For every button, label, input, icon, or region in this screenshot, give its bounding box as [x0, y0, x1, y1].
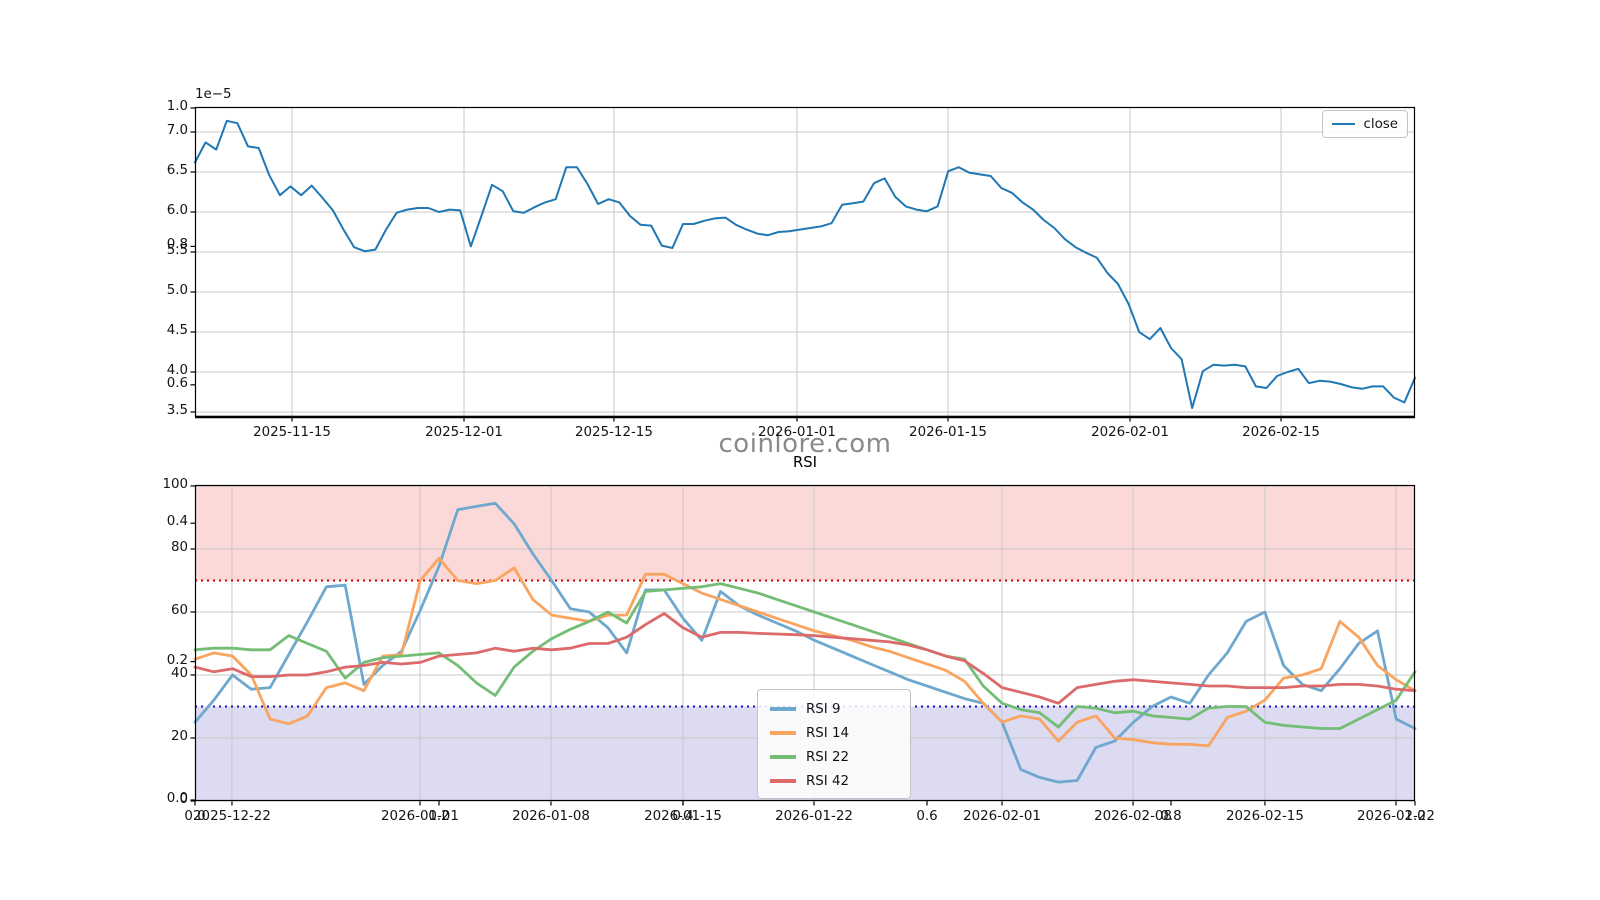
y-tick-label: 5.5 — [166, 243, 188, 258]
rsi-legend: RSI 9 RSI 14 RSI 22 RSI 42 — [757, 689, 911, 799]
x-tick-label: 2026-01-08 — [512, 809, 590, 824]
legend-line-swatch — [770, 779, 796, 783]
x-tick-label: 2025-12-22 — [193, 809, 271, 824]
overlay-y-tick-label: 0.8 — [166, 237, 188, 253]
price-legend: close — [1322, 110, 1408, 138]
overlay-x-tick-label: 0.2 — [428, 809, 450, 824]
x-tick-label: 2026-02-15 — [1242, 425, 1320, 440]
x-tick-label: 2026-01-22 — [775, 809, 853, 824]
close-legend-label: close — [1363, 116, 1399, 132]
y-tick-label: 80 — [170, 539, 188, 555]
x-tick-label: 2026-02-08 — [1094, 809, 1172, 824]
x-tick-label: 2026-01-15 — [909, 425, 987, 440]
x-tick-label: 2026-01-15 — [644, 809, 722, 824]
y-tick-label: 4.0 — [166, 363, 188, 378]
y-tick-label: 6.0 — [166, 203, 188, 218]
y-tick-label: 7.0 — [166, 123, 188, 138]
y-tick-label: 60 — [170, 602, 188, 618]
overlay-y-tick-label: 0.2 — [166, 652, 188, 668]
x-tick-label: 2026-02-01 — [963, 809, 1041, 824]
legend-label: RSI 22 — [806, 749, 850, 765]
close-line-swatch — [1332, 122, 1355, 126]
legend-line-swatch — [770, 755, 796, 759]
price-chart-plot-area — [190, 106, 1416, 422]
y-tick-label: 20 — [170, 728, 188, 744]
y-tick-label: 100 — [162, 476, 188, 492]
legend-label: RSI 9 — [806, 701, 841, 717]
x-tick-label: 2026-02-01 — [1091, 425, 1169, 440]
rsi-chart-title: RSI — [792, 454, 818, 471]
x-tick-label: 2025-12-01 — [425, 425, 503, 440]
legend-line-swatch — [770, 731, 796, 735]
overlay-y-tick-label: 0.4 — [166, 514, 188, 530]
overlay-x-tick-label: 0.8 — [1160, 809, 1182, 824]
series-line-rsi-42 — [193, 612, 1417, 705]
legend-label: RSI 42 — [806, 773, 850, 789]
y-tick-label: 0 — [179, 792, 188, 807]
x-tick-label: 2026-02-15 — [1226, 809, 1304, 824]
overlay-x-tick-label: 0.0 — [184, 809, 206, 824]
price-axis-offset-label: 1e−5 — [195, 87, 232, 102]
overlay-x-tick-label: 0.4 — [672, 809, 694, 824]
rsi-legend-item: RSI 22 — [758, 745, 910, 769]
y-tick-label: 3.5 — [166, 403, 188, 418]
watermark: coinlore.com — [718, 429, 892, 459]
y-tick-label: 40 — [170, 665, 188, 681]
overlay-y-tick-label: 0.6 — [166, 375, 188, 391]
x-tick-label: 2025-12-15 — [575, 425, 653, 440]
legend-line-swatch — [770, 707, 796, 711]
rsi-legend-item: RSI 9 — [758, 697, 910, 721]
series-line-close — [194, 119, 1416, 409]
x-tick-label: 2025-11-15 — [253, 425, 331, 440]
y-tick-label: 6.5 — [166, 163, 188, 178]
rsi-legend-item: RSI 42 — [758, 769, 910, 793]
x-tick-label: 2026-01-01 — [381, 809, 459, 824]
x-tick-label: 2026-01-01 — [758, 425, 836, 440]
x-tick-label: 2026-02-22 — [1357, 809, 1435, 824]
overlay-y-tick-label: 1.0 — [166, 99, 188, 114]
overlay-x-tick-label: 1.0 — [1404, 809, 1426, 824]
overlay-x-tick-label: 0.6 — [916, 809, 938, 824]
y-tick-label: 4.5 — [166, 323, 188, 338]
series-line-rsi-22 — [193, 582, 1417, 730]
overlay-y-tick-label: 0.0 — [166, 791, 188, 806]
legend-label: RSI 14 — [806, 725, 850, 741]
y-tick-label: 5.0 — [166, 283, 188, 298]
series-line-rsi-14 — [193, 557, 1417, 748]
rsi-legend-item: RSI 14 — [758, 721, 910, 745]
